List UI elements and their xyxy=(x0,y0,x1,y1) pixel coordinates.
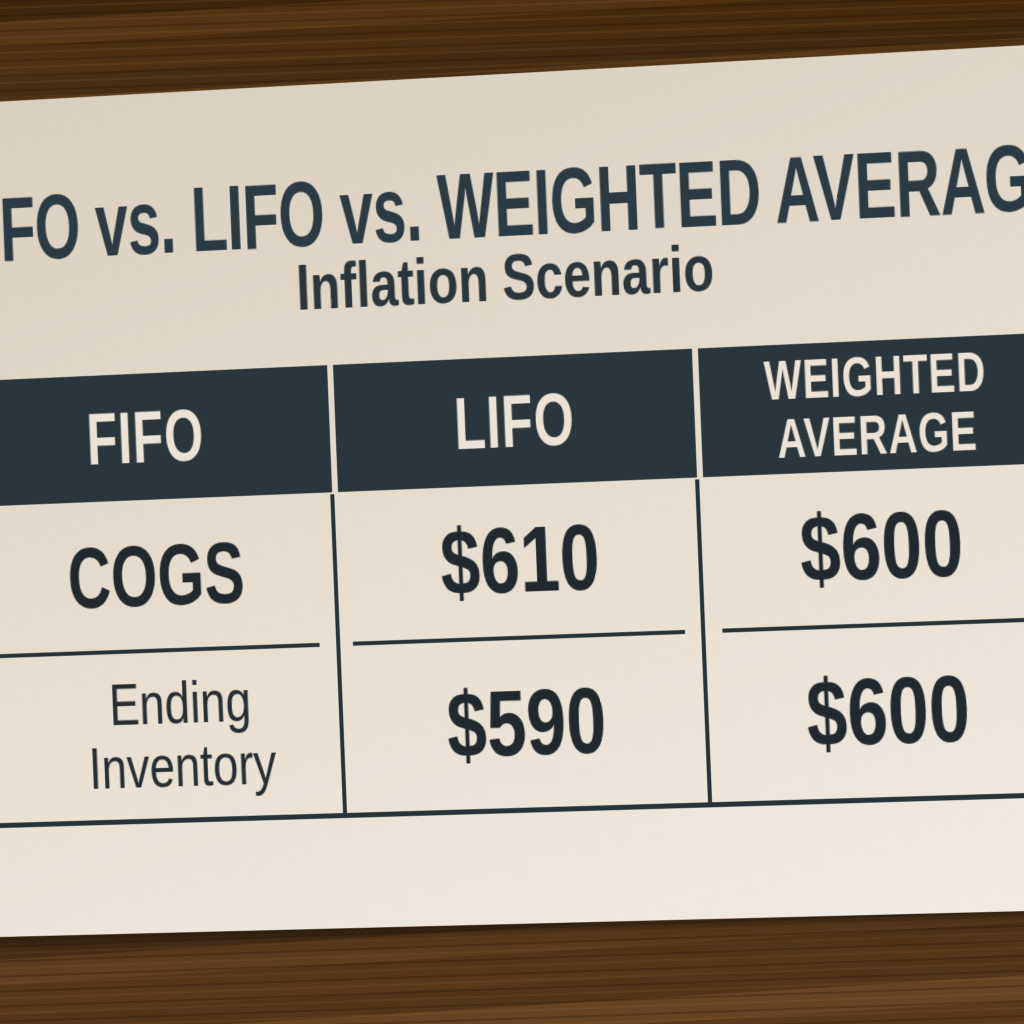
poster-card: FIFO vs. LIFO vs. WEIGHTED AVERAGE Infla… xyxy=(0,40,1024,939)
cell-ending-inventory-weighted-average: $600 xyxy=(709,618,1024,802)
header-label-weighted-average: WEIGHTED AVERAGE xyxy=(762,338,988,471)
header-label-lifo: LIFO xyxy=(452,376,576,465)
header-cell-fifo: FIFO xyxy=(0,365,333,509)
header-cell-lifo: LIFO xyxy=(332,348,698,493)
cell-ending-inventory-lifo-value: $590 xyxy=(444,669,608,777)
cell-ending-inventory-lifo: $590 xyxy=(344,633,710,812)
cell-cogs-lifo: $610 xyxy=(338,479,703,642)
row-label-cogs-text: COGS xyxy=(66,522,247,627)
row-label-cogs: COGS xyxy=(0,494,338,656)
cell-cogs-lifo-value: $610 xyxy=(438,506,602,615)
cell-cogs-weighted-average: $600 xyxy=(703,462,1024,629)
row-label-ending-inventory-text: Ending Inventory xyxy=(87,667,278,802)
row-label-ending-inventory: Ending Inventory xyxy=(0,646,345,825)
poster-subtitle-text: Inflation Scenario xyxy=(294,231,715,324)
header-cell-weighted-average: WEIGHTED AVERAGE xyxy=(697,329,1024,478)
cell-ending-inventory-weighted-average-value: $600 xyxy=(804,657,973,766)
header-label-fifo: FIFO xyxy=(84,393,206,481)
cell-cogs-weighted-average-value: $600 xyxy=(798,492,966,602)
